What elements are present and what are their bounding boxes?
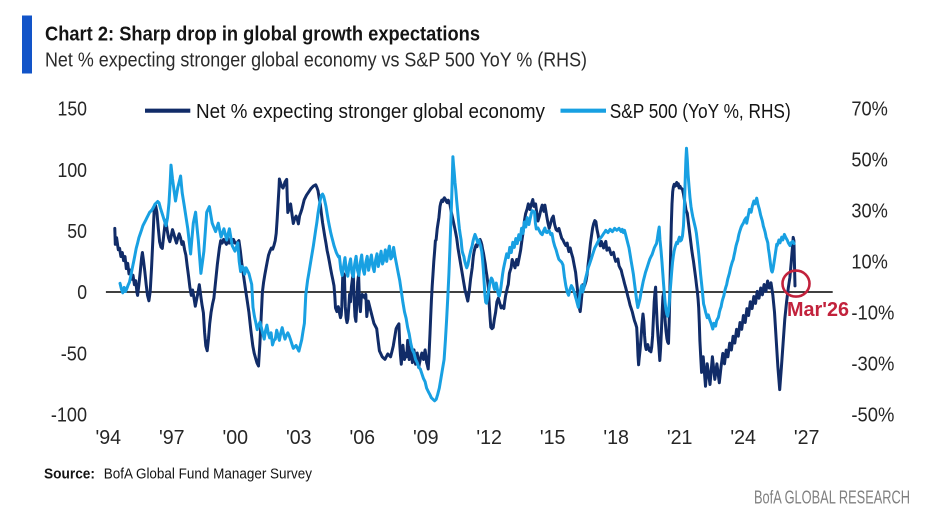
svg-text:'06: '06 bbox=[350, 427, 376, 449]
svg-text:'03: '03 bbox=[286, 427, 312, 449]
svg-text:'15: '15 bbox=[540, 427, 566, 449]
svg-text:-10%: -10% bbox=[851, 303, 894, 325]
svg-text:'94: '94 bbox=[96, 427, 122, 449]
svg-text:'24: '24 bbox=[730, 427, 756, 449]
svg-text:50: 50 bbox=[67, 221, 87, 243]
svg-text:100: 100 bbox=[58, 160, 88, 182]
svg-text:-50%: -50% bbox=[851, 405, 894, 427]
svg-text:70%: 70% bbox=[851, 99, 888, 121]
svg-text:Mar'26: Mar'26 bbox=[787, 299, 849, 321]
svg-text:-50: -50 bbox=[61, 343, 87, 365]
svg-text:'21: '21 bbox=[667, 427, 693, 449]
svg-text:'00: '00 bbox=[223, 427, 249, 449]
svg-text:'27: '27 bbox=[794, 427, 820, 449]
svg-text:Source: BofA Global Fund Manag: Source: BofA Global Fund Manager Survey bbox=[44, 466, 312, 483]
svg-text:'09: '09 bbox=[413, 427, 439, 449]
svg-text:'12: '12 bbox=[476, 427, 502, 449]
svg-text:Net % expecting stronger globa: Net % expecting stronger global economy bbox=[196, 101, 545, 123]
svg-text:Net % expecting stronger globa: Net % expecting stronger global economy … bbox=[45, 50, 587, 72]
svg-text:30%: 30% bbox=[851, 201, 888, 223]
svg-text:0: 0 bbox=[77, 282, 87, 304]
svg-text:Chart 2: Sharp drop in global: Chart 2: Sharp drop in global growth exp… bbox=[45, 24, 480, 46]
svg-text:'18: '18 bbox=[603, 427, 629, 449]
svg-text:BofA GLOBAL RESEARCH: BofA GLOBAL RESEARCH bbox=[754, 488, 910, 508]
svg-text:50%: 50% bbox=[851, 150, 888, 172]
svg-text:-30%: -30% bbox=[851, 354, 894, 376]
svg-text:150: 150 bbox=[58, 99, 88, 121]
svg-text:-100: -100 bbox=[51, 405, 87, 427]
svg-text:'97: '97 bbox=[159, 427, 185, 449]
svg-text:10%: 10% bbox=[851, 252, 888, 274]
svg-text:S&P 500 (YoY %, RHS): S&P 500 (YoY %, RHS) bbox=[610, 101, 791, 123]
